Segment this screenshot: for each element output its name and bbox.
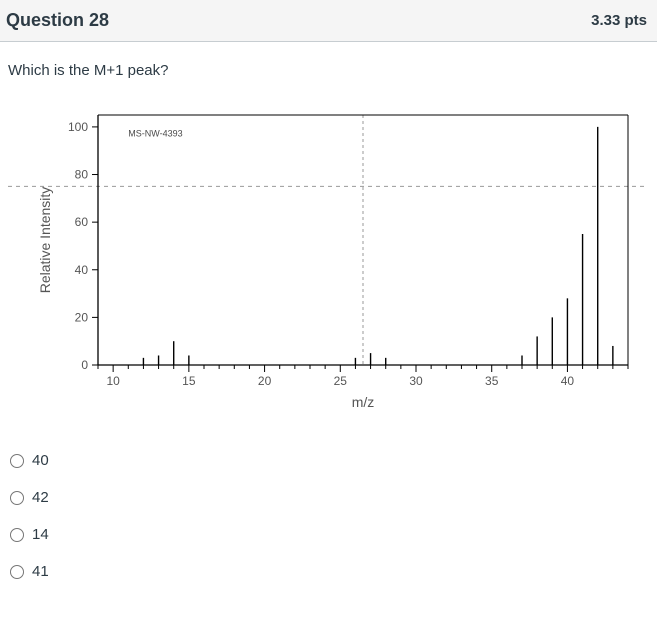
option-radio[interactable] [10, 491, 24, 505]
svg-text:15: 15 [182, 374, 196, 388]
option-row: 42 [10, 481, 649, 518]
option-radio[interactable] [10, 528, 24, 542]
svg-text:m/z: m/z [352, 394, 375, 410]
svg-text:60: 60 [75, 215, 89, 229]
question-header: Question 28 3.33 pts [0, 0, 657, 42]
spectrum-svg: 0 20 40 60 80 100 10 15 20 25 30 35 40 MS-NW-4393 m/z R… [8, 101, 648, 421]
svg-text:25: 25 [334, 374, 348, 388]
mass-spectrum-chart: 0 20 40 60 80 100 10 15 20 25 30 35 40 MS-NW-4393 m/z R… [8, 101, 649, 426]
option-row: 41 [10, 555, 649, 592]
option-label[interactable]: 42 [32, 489, 49, 506]
option-radio[interactable] [10, 454, 24, 468]
svg-text:20: 20 [258, 374, 272, 388]
option-label[interactable]: 41 [32, 563, 49, 580]
svg-text:10: 10 [106, 374, 120, 388]
svg-text:20: 20 [75, 310, 89, 324]
option-radio[interactable] [10, 565, 24, 579]
svg-text:80: 80 [75, 168, 89, 182]
question-body: Which is the M+1 peak? 0 20 40 60 80 100 10 15 2… [0, 42, 657, 600]
svg-text:40: 40 [561, 374, 575, 388]
svg-text:Relative Intensity: Relative Intensity [37, 187, 53, 294]
option-label[interactable]: 14 [32, 526, 49, 543]
svg-text:0: 0 [81, 358, 88, 372]
svg-text:30: 30 [409, 374, 423, 388]
option-row: 40 [10, 444, 649, 481]
answer-options: 40 42 14 41 [8, 444, 649, 592]
svg-text:35: 35 [485, 374, 499, 388]
question-points: 3.33 pts [591, 12, 647, 29]
question-title: Question 28 [6, 10, 109, 31]
option-label[interactable]: 40 [32, 452, 49, 469]
svg-text:MS-NW-4393: MS-NW-4393 [128, 128, 182, 138]
option-row: 14 [10, 518, 649, 555]
question-prompt: Which is the M+1 peak? [8, 62, 649, 79]
svg-text:40: 40 [75, 263, 89, 277]
svg-text:100: 100 [68, 120, 88, 134]
